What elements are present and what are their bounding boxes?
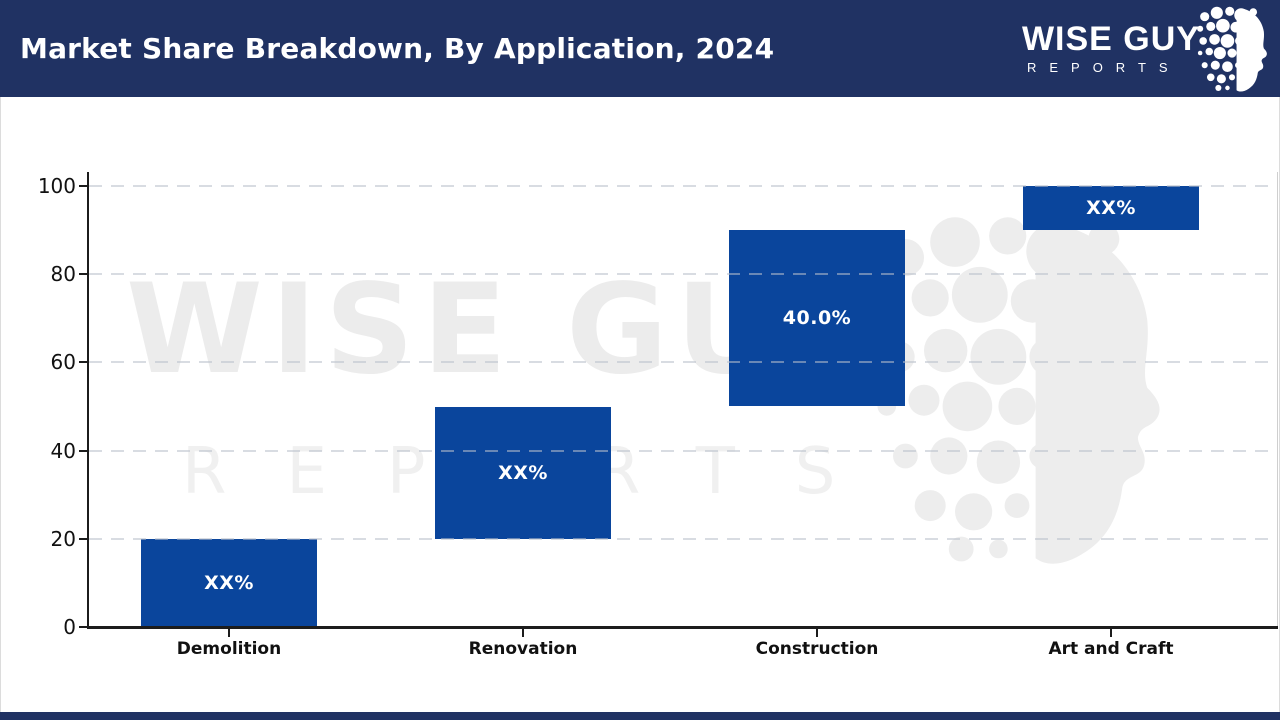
gridline-40 xyxy=(89,449,1277,452)
bar-value-label: XX% xyxy=(204,571,254,594)
y-tick-mark xyxy=(79,273,87,276)
footer-bar xyxy=(0,712,1280,720)
y-tick-label: 100 xyxy=(37,174,76,198)
y-tick-mark xyxy=(79,626,87,628)
brand-name: WISE GUY xyxy=(1021,20,1200,58)
bar-construction: 40.0% xyxy=(729,230,905,407)
bar-value-label: 40.0% xyxy=(782,307,852,330)
x-tick-mark xyxy=(522,629,524,637)
gridline-60 xyxy=(89,361,1277,364)
x-axis-line xyxy=(87,626,1278,629)
x-category-label: Construction xyxy=(755,639,879,659)
y-tick-label: 80 xyxy=(50,262,76,287)
x-category-label: Art and Craft xyxy=(1048,639,1174,659)
gridline-20 xyxy=(89,537,1277,540)
right-border-line xyxy=(1277,172,1278,627)
brand-subtitle: REPORTS xyxy=(1026,60,1181,75)
y-tick-mark xyxy=(79,449,87,452)
y-tick-label: 40 xyxy=(50,438,76,463)
gridline-80 xyxy=(89,273,1277,276)
y-tick-label: 0 xyxy=(63,615,76,639)
bar-demolition: XX% xyxy=(141,538,317,627)
y-tick-mark xyxy=(79,537,87,540)
x-category-label: Demolition xyxy=(176,639,282,659)
y-tick-mark xyxy=(79,185,87,187)
x-tick-mark xyxy=(816,629,818,637)
x-tick-mark xyxy=(1110,629,1112,637)
page-title: Market Share Breakdown, By Application, … xyxy=(20,32,775,65)
x-tick-mark xyxy=(228,629,230,637)
y-tick-label: 20 xyxy=(50,526,76,551)
bar-renovation: XX% xyxy=(435,406,611,539)
x-category-label: Renovation xyxy=(468,639,578,659)
y-axis-line xyxy=(87,172,89,629)
y-tick-label: 60 xyxy=(50,350,76,375)
gridline-100 xyxy=(89,185,1277,187)
brand-head-icon xyxy=(1194,6,1270,94)
y-tick-mark xyxy=(79,361,87,364)
bar-art-and-craft: XX% xyxy=(1023,186,1199,231)
bar-value-label: XX% xyxy=(498,461,548,484)
brand-logo: WISE GUY REPORTS xyxy=(1022,4,1270,94)
header-banner: Market Share Breakdown, By Application, … xyxy=(0,0,1280,97)
bar-value-label: XX% xyxy=(1086,197,1136,220)
